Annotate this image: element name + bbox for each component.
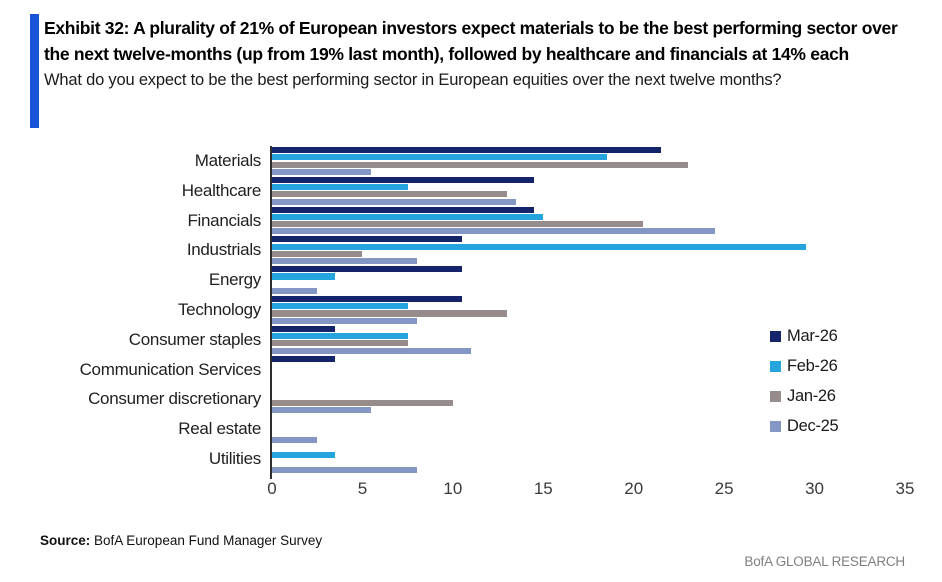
bar-dec-25 xyxy=(272,466,417,473)
bar-mar-26 xyxy=(272,355,336,362)
bar-feb-26 xyxy=(272,243,806,250)
source-label: Source: xyxy=(40,533,91,548)
category-label: Real estate xyxy=(178,419,261,439)
exhibit-title: Exhibit 32: A plurality of 21% of Europe… xyxy=(44,18,898,64)
bar-group xyxy=(270,324,905,355)
chart-row: Healthcare xyxy=(0,175,905,206)
brand-label: BofA GLOBAL RESEARCH xyxy=(744,554,905,569)
legend-swatch-icon xyxy=(770,360,781,372)
x-tick-label: 35 xyxy=(895,479,915,498)
category-label: Consumer discretionary xyxy=(88,389,261,409)
legend-label: Mar-26 xyxy=(787,326,838,345)
bar-feb-26 xyxy=(272,303,408,310)
bar-feb-26 xyxy=(272,333,408,340)
bar-dec-25 xyxy=(272,347,471,354)
chart-row: Consumer staples xyxy=(0,324,905,355)
legend-swatch-icon xyxy=(770,330,781,342)
category-label: Materials xyxy=(194,151,262,170)
title-block: Exhibit 32: A plurality of 21% of Europe… xyxy=(44,15,916,92)
bar-group xyxy=(270,384,905,415)
bar-dec-25 xyxy=(272,407,372,414)
legend-label: Feb-26 xyxy=(787,356,838,375)
y-axis-foot-tick xyxy=(270,474,272,479)
bar-dec-25 xyxy=(272,287,318,294)
chart-row: Consumer discretionary xyxy=(0,384,905,415)
bar-jan-26 xyxy=(272,340,408,347)
bar-mar-26 xyxy=(272,295,462,303)
legend-item-feb-26: Feb-26 xyxy=(770,351,838,381)
chart-row: Energy xyxy=(0,265,905,295)
bar-mar-26 xyxy=(272,325,336,332)
chart-row: Real estate xyxy=(0,414,905,444)
sector-bar-chart: Materials Healthcare Financials Industrials… xyxy=(0,146,905,474)
category-label: Financials xyxy=(187,210,261,230)
bar-jan-26 xyxy=(272,191,508,198)
exhibit-subtitle: What do you expect to be the best perfor… xyxy=(44,71,782,89)
bar-group xyxy=(270,354,905,385)
accent-bar xyxy=(30,14,39,128)
x-tick-label: 15 xyxy=(533,479,553,498)
x-tick-label: 25 xyxy=(714,479,734,498)
bar-feb-26 xyxy=(272,184,408,191)
legend-swatch-icon xyxy=(770,420,781,432)
x-axis: 0 5 10 15 20 25 30 35 xyxy=(267,479,914,499)
legend-swatch-icon xyxy=(770,390,781,402)
bar-dec-25 xyxy=(272,317,417,324)
bar-group xyxy=(270,205,905,236)
bar-jan-26 xyxy=(272,221,643,228)
category-label: Healthcare xyxy=(181,180,262,200)
bar-group xyxy=(270,235,905,266)
category-label: Communication Services xyxy=(79,359,262,379)
legend-label: Jan-26 xyxy=(787,386,836,405)
x-tick-label: 20 xyxy=(624,479,644,498)
bar-group xyxy=(270,414,905,444)
bar-feb-26 xyxy=(272,213,544,220)
chart-row: Communication Services xyxy=(0,354,905,385)
source-note: Source: BofA European Fund Manager Surve… xyxy=(40,533,322,548)
bar-jan-26 xyxy=(272,399,453,406)
chart-row: Utilities xyxy=(0,443,905,474)
chart-row: Technology xyxy=(0,294,905,325)
bar-feb-26 xyxy=(272,154,607,161)
source-text: BofA European Fund Manager Survey xyxy=(90,533,323,548)
bar-mar-26 xyxy=(272,176,535,183)
bar-mar-26 xyxy=(272,236,462,243)
bar-group xyxy=(270,265,905,295)
category-label: Industrials xyxy=(186,240,261,260)
x-tick-label: 10 xyxy=(443,479,463,498)
chart-row: Industrials xyxy=(0,235,905,266)
bar-jan-26 xyxy=(272,250,363,257)
bar-group xyxy=(270,294,905,325)
category-label: Energy xyxy=(208,270,261,290)
bar-dec-25 xyxy=(272,168,372,175)
category-label: Consumer staples xyxy=(128,329,262,349)
chart-legend: Mar-26 Feb-26 Jan-26 Dec-25 xyxy=(770,321,839,441)
bar-dec-25 xyxy=(272,258,417,265)
category-label: Technology xyxy=(177,299,261,319)
bar-dec-25 xyxy=(272,198,517,205)
bar-mar-26 xyxy=(272,206,535,213)
legend-label: Dec-25 xyxy=(787,416,839,435)
chart-row: Materials xyxy=(0,146,905,176)
legend-item-mar-26: Mar-26 xyxy=(770,321,838,351)
bar-mar-26 xyxy=(272,266,462,273)
legend-item-dec-25: Dec-25 xyxy=(770,411,839,441)
bar-group xyxy=(270,146,905,176)
bar-feb-26 xyxy=(272,452,336,459)
bar-jan-26 xyxy=(272,161,688,168)
x-tick-label: 5 xyxy=(357,479,368,498)
bar-group xyxy=(270,443,905,474)
legend-item-jan-26: Jan-26 xyxy=(770,381,838,411)
chart-row: Financials xyxy=(0,205,905,236)
bar-jan-26 xyxy=(272,310,508,317)
bar-group xyxy=(270,175,905,206)
category-label: Utilities xyxy=(208,448,261,468)
bar-dec-25 xyxy=(272,436,318,443)
x-tick-label: 0 xyxy=(267,479,277,498)
x-tick-label: 30 xyxy=(805,479,825,498)
bar-feb-26 xyxy=(272,273,336,280)
bar-dec-25 xyxy=(272,228,716,235)
bar-mar-26 xyxy=(272,147,661,154)
